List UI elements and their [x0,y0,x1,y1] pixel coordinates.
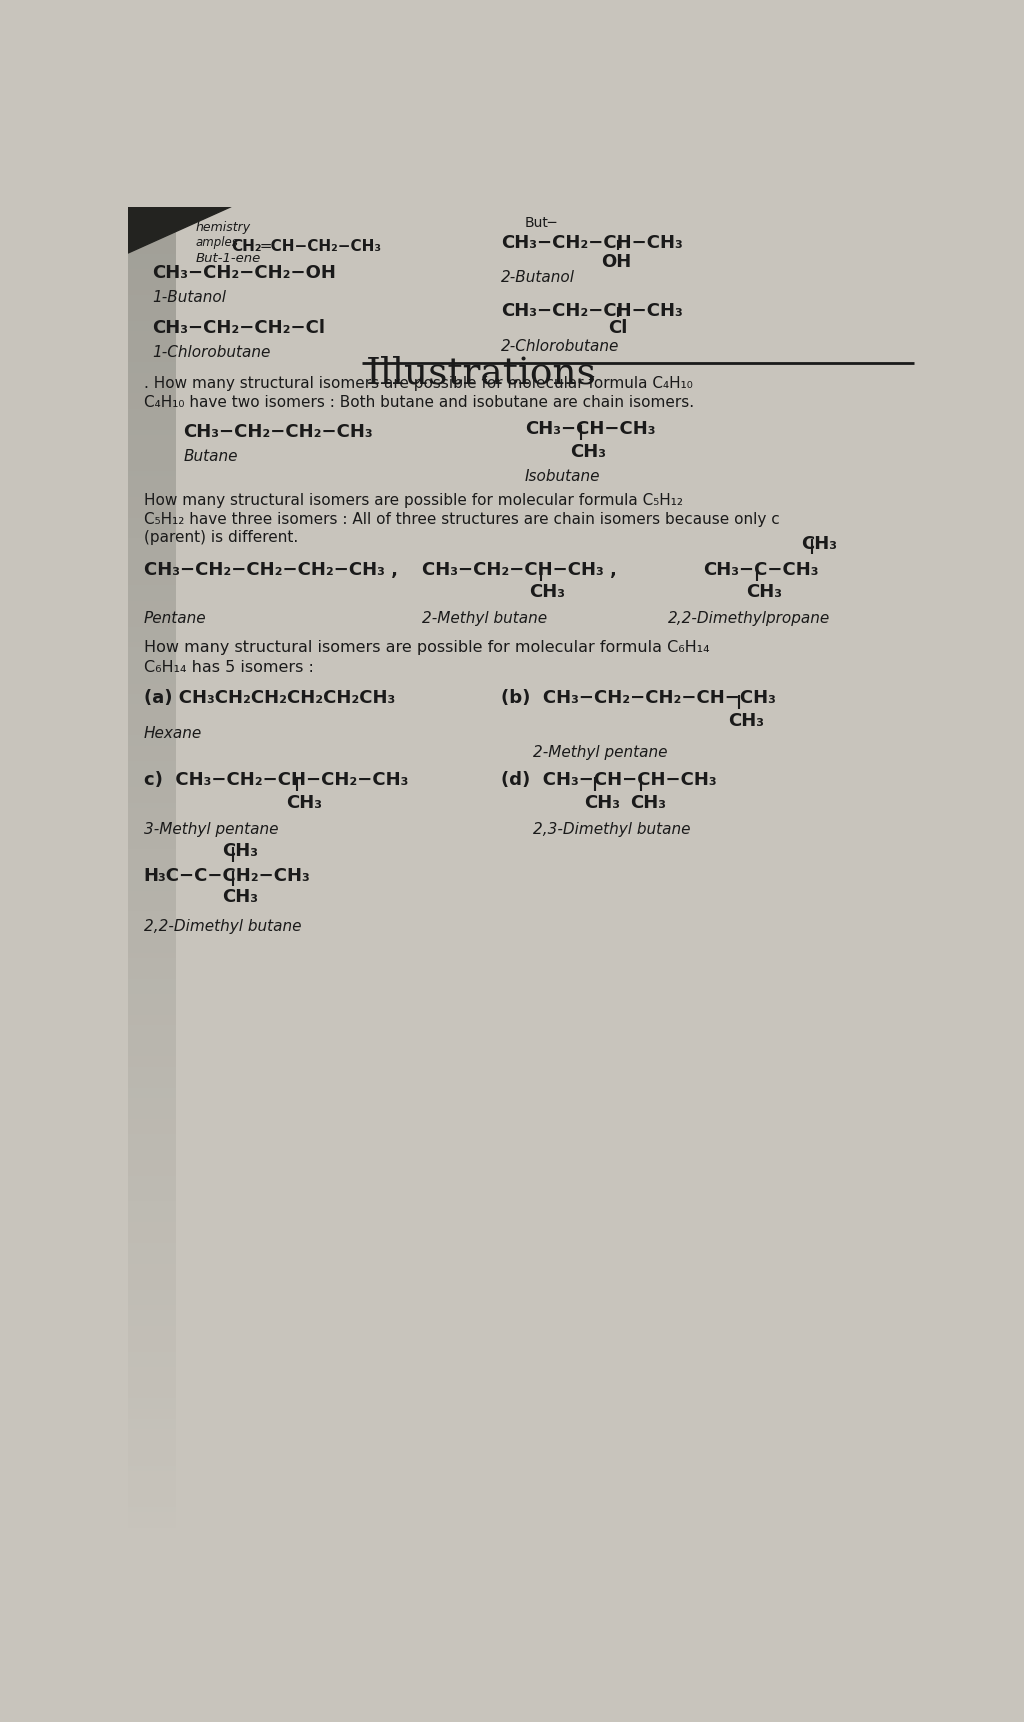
Text: CH₃: CH₃ [728,711,764,730]
Text: CH₃−CH₂−CH−CH₃ ,: CH₃−CH₂−CH−CH₃ , [422,561,616,579]
Text: c)  CH₃−CH₂−CH−CH₂−CH₃: c) CH₃−CH₂−CH−CH₂−CH₃ [143,771,409,789]
Text: CH₃: CH₃ [286,794,322,813]
Text: 1-Chlorobutane: 1-Chlorobutane [152,344,270,360]
Text: 2-Chlorobutane: 2-Chlorobutane [501,339,620,355]
Text: hemistry: hemistry [196,220,251,234]
Text: C₅H₁₂ have three isomers : All of three structures are chain isomers because onl: C₅H₁₂ have three isomers : All of three … [143,511,779,527]
Text: 2,2-Dimethylpropane: 2,2-Dimethylpropane [668,611,829,627]
Text: CH₃−CH₂−CH₂−Cl: CH₃−CH₂−CH₂−Cl [152,319,325,338]
Text: 2,3-Dimethyl butane: 2,3-Dimethyl butane [532,821,690,837]
Text: 2-Methyl pentane: 2-Methyl pentane [532,746,668,759]
Text: OH: OH [601,253,631,270]
Text: CH₃−CH−CH₃: CH₃−CH−CH₃ [524,420,655,437]
Text: CH₂═CH−CH₂−CH₃: CH₂═CH−CH₂−CH₃ [231,239,381,255]
Text: CH₃: CH₃ [570,443,606,461]
Text: CH₃−CH₂−CH₂−CH₃: CH₃−CH₂−CH₂−CH₃ [183,424,373,441]
Text: Illustrations: Illustrations [367,355,597,391]
Text: Pentane: Pentane [143,611,207,627]
Text: (b)  CH₃−CH₂−CH₂−CH−CH₃: (b) CH₃−CH₂−CH₂−CH−CH₃ [501,689,776,708]
Text: But─: But─ [524,215,557,231]
Text: Cl: Cl [608,319,628,338]
Text: CH₃: CH₃ [631,794,667,813]
Text: But-1-ene: But-1-ene [196,251,261,265]
Text: Isobutane: Isobutane [524,468,600,484]
Polygon shape [128,207,231,253]
Text: 1-Butanol: 1-Butanol [152,291,226,305]
Text: CH₃−CH₂−CH₂−CH₂−CH₃ ,: CH₃−CH₂−CH₂−CH₂−CH₃ , [143,561,398,579]
Text: (d)  CH₃−CH−CH−CH₃: (d) CH₃−CH−CH−CH₃ [501,771,717,789]
Text: H₃C−C−CH₂−CH₃: H₃C−C−CH₂−CH₃ [143,866,310,885]
Text: How many structural isomers are possible for molecular formula C₅H₁₂: How many structural isomers are possible… [143,492,683,508]
Text: CH₃−CH₂−CH−CH₃: CH₃−CH₂−CH−CH₃ [501,234,683,253]
Text: CH₃: CH₃ [529,584,565,601]
Text: CH₃: CH₃ [585,794,621,813]
Text: (parent) is different.: (parent) is different. [143,530,298,546]
Text: 2-Butanol: 2-Butanol [501,270,575,286]
Text: (a) CH₃CH₂CH₂CH₂CH₂CH₃: (a) CH₃CH₂CH₂CH₂CH₂CH₃ [143,689,395,708]
Text: CH₃: CH₃ [746,584,782,601]
Text: 2-Methyl butane: 2-Methyl butane [422,611,547,627]
Text: C₆H₁₄ has 5 isomers :: C₆H₁₄ has 5 isomers : [143,660,313,675]
Text: CH₃−CH₂−CH₂−OH: CH₃−CH₂−CH₂−OH [152,263,336,282]
Text: CH₃: CH₃ [801,536,837,553]
Text: C₄H₁₀ have two isomers : Both butane and isobutane are chain isomers.: C₄H₁₀ have two isomers : Both butane and… [143,394,694,410]
Text: CH₃−C−CH₃: CH₃−C−CH₃ [703,561,819,579]
Text: . How many structural isomers are possible for molecular formula C₄H₁₀: . How many structural isomers are possib… [143,377,693,391]
Text: CH₃: CH₃ [221,889,258,906]
Text: Hexane: Hexane [143,727,202,742]
Text: 3-Methyl pentane: 3-Methyl pentane [143,821,279,837]
Text: Butane: Butane [183,449,238,465]
Text: CH₃−CH₂−CH−CH₃: CH₃−CH₂−CH−CH₃ [501,301,683,320]
Text: CH₃: CH₃ [221,842,258,859]
Text: amples: amples [196,236,239,248]
Text: How many structural isomers are possible for molecular formula C₆H₁₄: How many structural isomers are possible… [143,641,710,656]
Text: 2,2-Dimethyl butane: 2,2-Dimethyl butane [143,918,301,933]
